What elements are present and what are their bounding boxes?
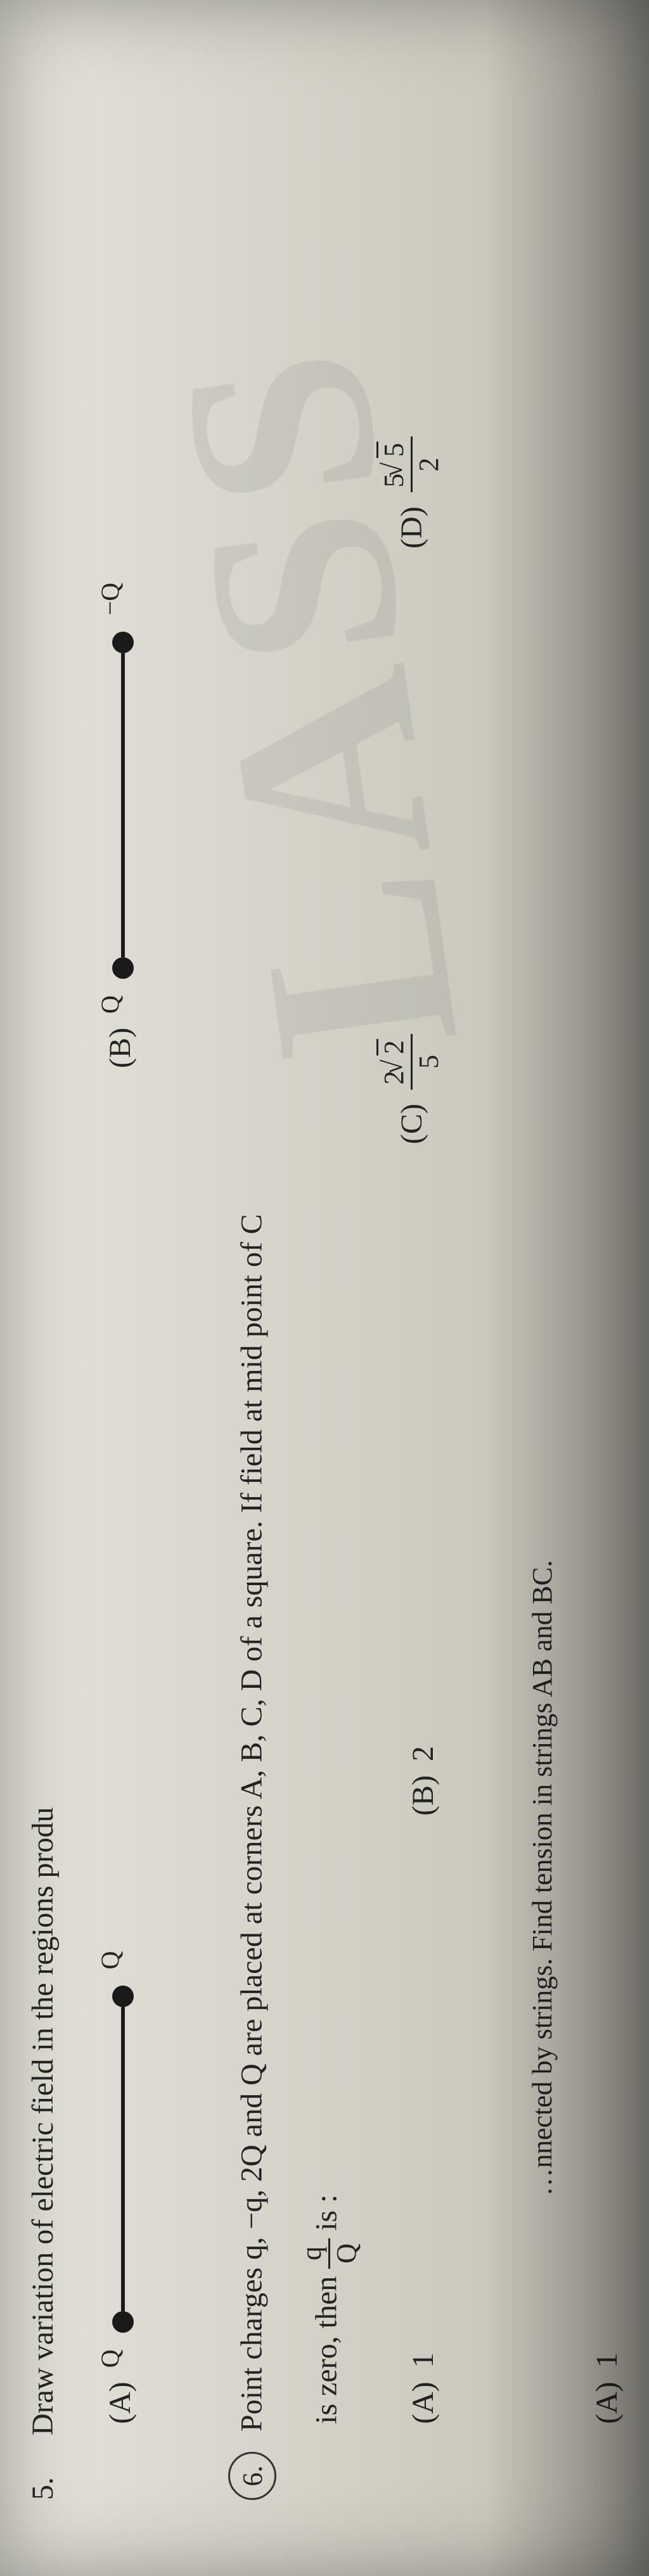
q7-option-a: (A) 1 [589, 2352, 624, 2424]
q5-a-letter: (A) [103, 2382, 138, 2424]
q6-option-b: (B) 2 [406, 1746, 440, 1816]
q6-stem-prefix: is zero, then [310, 2269, 344, 2424]
q6-c-letter: (C) [394, 1104, 429, 1144]
q6-d-radicand: 5 [376, 442, 409, 458]
q6-d-fraction: 55 2 [380, 437, 443, 492]
q5-option-b: (B) Q −Q [95, 583, 138, 1068]
q7-a-letter: (A) [589, 2382, 624, 2424]
q5-b-letter: (B) [103, 1028, 138, 1068]
q5-b-diagram [112, 632, 134, 979]
q6-b-value: 2 [406, 1746, 440, 1761]
q6-c-num: 22 [380, 1034, 413, 1090]
q7-stem-fragment: …nnected by strings. Find tension in str… [526, 1560, 558, 2196]
q5-stem-text: Draw variation of electric field in the … [26, 1807, 60, 2435]
q6-stem-row1: 6. Point charges q, −q, 2Q and Q are pla… [228, 1214, 276, 2500]
connector-bar [121, 2007, 125, 2311]
bottom-shadow [484, 0, 649, 2576]
charge-dot [112, 632, 134, 653]
q6-frac-num: q [298, 2238, 330, 2269]
q6-option-c: (C) 22 5 [380, 1034, 443, 1144]
q6-d-num: 55 [380, 437, 413, 492]
q6-option-a: (A) 1 [406, 2352, 440, 2424]
q6-fraction-qQ: q Q [298, 2238, 361, 2269]
charge-dot [112, 1986, 134, 2007]
q6-b-letter: (B) [406, 1775, 440, 1816]
q5-number: 5. [25, 2443, 60, 2500]
connector-bar [121, 653, 125, 957]
q5-b-left-label: Q [96, 995, 124, 1014]
q7-a-value: 1 [590, 2352, 624, 2368]
q6-d-letter: (D) [394, 506, 429, 549]
q5-option-a: (A) Q Q [95, 1951, 138, 2424]
q6-c-fraction: 22 5 [380, 1034, 443, 1090]
q5-b-right-label: −Q [96, 583, 124, 615]
q5-a-diagram [112, 1986, 134, 2333]
q6-stem-line1: Point charges q, −q, 2Q and Q are placed… [235, 1214, 269, 2432]
charge-dot [112, 957, 134, 979]
q5-a-left-label: Q [96, 2349, 124, 2368]
q5-stem-row: 5. Draw variation of electric field in t… [25, 1807, 60, 2500]
page-root: LASS 5. Draw variation of electric field… [0, 964, 649, 1612]
sqrt-icon: 5 [380, 442, 408, 473]
q6-stem-row2: is zero, then q Q is : [298, 2195, 361, 2424]
q5-a-right-label: Q [96, 1951, 124, 1970]
q6-c-radicand: 2 [376, 1039, 409, 1055]
q6-number: 6. [228, 2452, 276, 2500]
q6-a-value: 1 [406, 2352, 440, 2368]
q6-c-den: 5 [413, 1034, 443, 1090]
q6-d-den: 2 [413, 437, 443, 492]
q6-stem-suffix: is : [310, 2195, 344, 2231]
q6-a-letter: (A) [406, 2382, 440, 2424]
paper-strip: LASS 5. Draw variation of electric field… [0, 0, 649, 2576]
q6-frac-den: Q [330, 2238, 361, 2269]
sqrt-icon: 2 [380, 1039, 408, 1071]
watermark: LASS [117, 321, 520, 1073]
charge-dot [112, 2311, 134, 2333]
q6-option-d: (D) 55 2 [380, 437, 443, 549]
